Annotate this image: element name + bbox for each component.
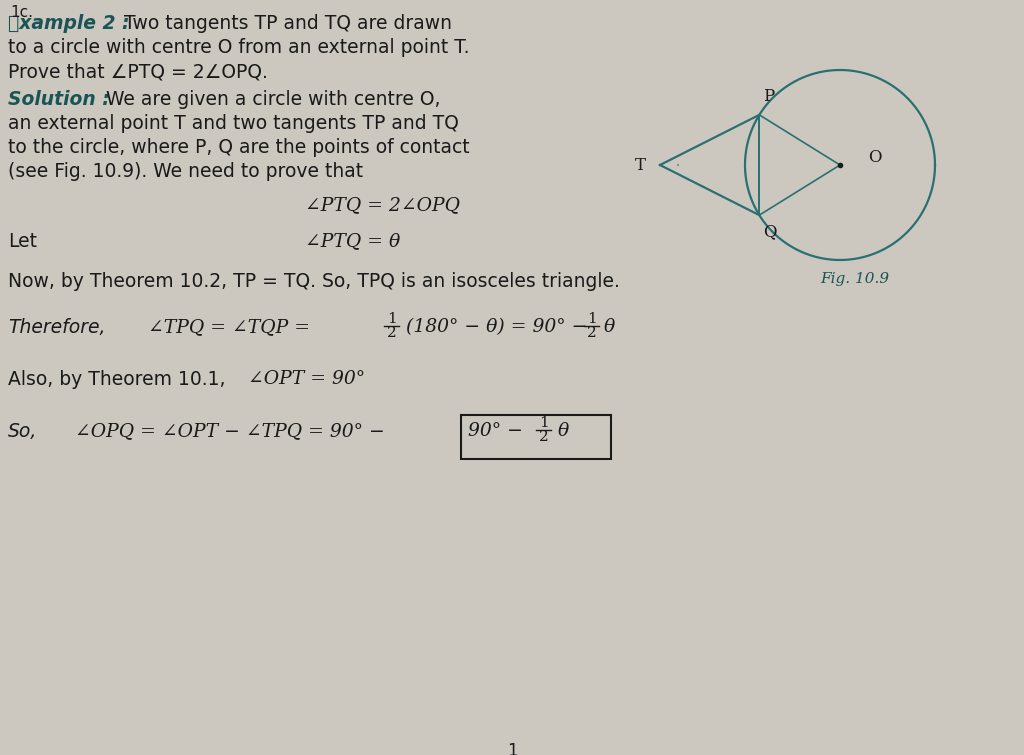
Text: Fig. 10.9: Fig. 10.9 xyxy=(820,272,890,286)
Text: 2: 2 xyxy=(587,326,597,340)
Text: Two tangents TP and TQ are drawn: Two tangents TP and TQ are drawn xyxy=(118,14,452,33)
Text: Let: Let xyxy=(8,232,37,251)
Text: We are given a circle with centre O,: We are given a circle with centre O, xyxy=(100,90,440,109)
Text: ∠OPQ = ∠OPT − ∠TPQ = 90° −: ∠OPQ = ∠OPT − ∠TPQ = 90° − xyxy=(75,422,385,440)
Text: 2: 2 xyxy=(387,326,397,340)
Text: Q: Q xyxy=(763,223,777,240)
Text: So,: So, xyxy=(8,422,37,441)
Text: T: T xyxy=(635,156,646,174)
Text: 1: 1 xyxy=(387,312,397,326)
Text: Prove that ∠PTQ = 2∠OPQ.: Prove that ∠PTQ = 2∠OPQ. xyxy=(8,62,268,81)
Text: to the circle, where P, Q are the points of contact: to the circle, where P, Q are the points… xyxy=(8,138,470,157)
Text: 1: 1 xyxy=(587,312,597,326)
Text: 1: 1 xyxy=(507,742,517,755)
Text: θ: θ xyxy=(604,318,615,336)
Text: 1: 1 xyxy=(539,416,549,430)
Text: to a circle with centre O from an external point T.: to a circle with centre O from an extern… xyxy=(8,38,469,57)
Text: θ: θ xyxy=(558,422,569,440)
Text: (see Fig. 10.9). We need to prove that: (see Fig. 10.9). We need to prove that xyxy=(8,162,364,181)
Text: Now, by Theorem 10.2, TP = TQ. So, TPQ is an isosceles triangle.: Now, by Theorem 10.2, TP = TQ. So, TPQ i… xyxy=(8,272,620,291)
Text: O: O xyxy=(868,149,882,165)
Text: Therefore,: Therefore, xyxy=(8,318,105,337)
Text: Also, by Theorem 10.1,: Also, by Theorem 10.1, xyxy=(8,370,225,389)
Text: Solution :: Solution : xyxy=(8,90,110,109)
Text: 90° −: 90° − xyxy=(468,422,523,440)
Text: ∠PTQ = θ: ∠PTQ = θ xyxy=(305,232,400,250)
Text: 2: 2 xyxy=(539,430,549,444)
Text: ∠TPQ = ∠TQP =: ∠TPQ = ∠TQP = xyxy=(148,318,316,336)
Text: ∠OPT = 90°: ∠OPT = 90° xyxy=(248,370,366,388)
Text: (180° − θ) = 90° −: (180° − θ) = 90° − xyxy=(406,318,588,336)
Text: ⓔxample 2 :: ⓔxample 2 : xyxy=(8,14,129,33)
Text: P: P xyxy=(763,88,774,105)
Text: 1c.: 1c. xyxy=(10,5,33,20)
Text: an external point T and two tangents TP and TQ: an external point T and two tangents TP … xyxy=(8,114,459,133)
Text: ∠PTQ = 2∠OPQ: ∠PTQ = 2∠OPQ xyxy=(305,196,460,214)
